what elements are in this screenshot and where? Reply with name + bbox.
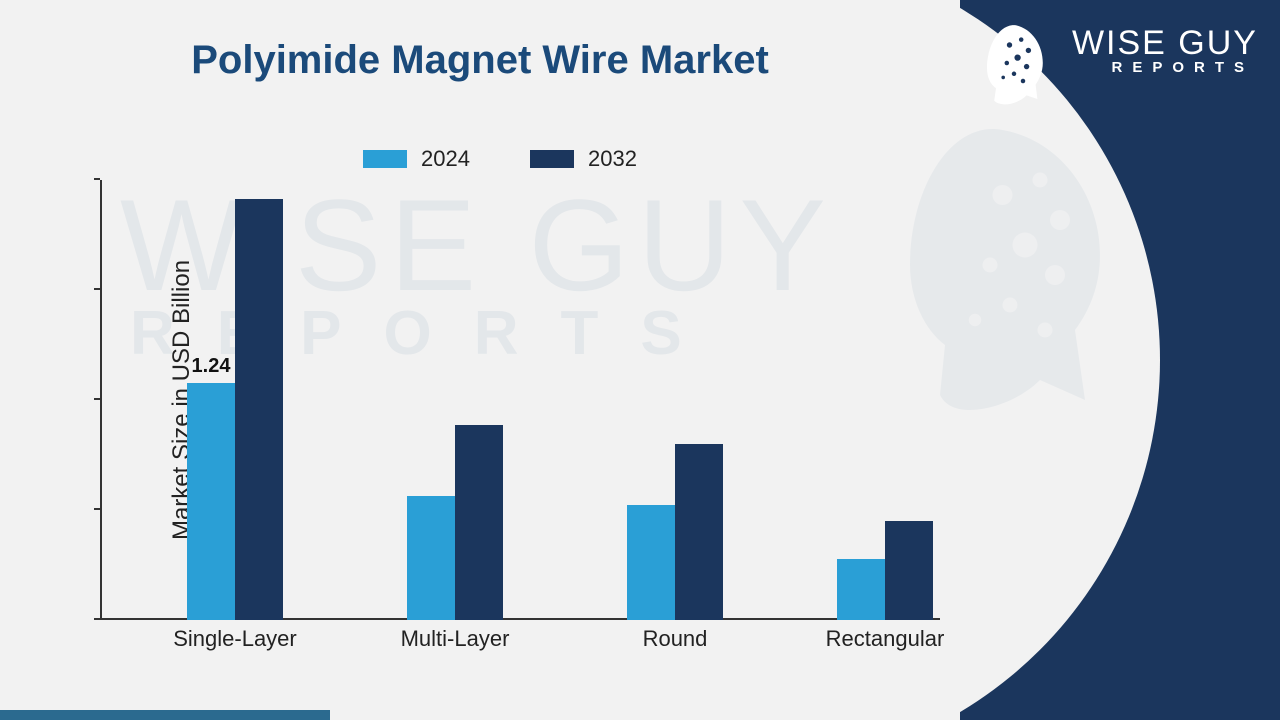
brand-name: WISE GUY xyxy=(1072,24,1258,63)
legend-label-2024: 2024 xyxy=(421,146,470,172)
legend: 2024 2032 xyxy=(0,146,1000,172)
legend-label-2032: 2032 xyxy=(588,146,637,172)
legend-swatch-2024 xyxy=(363,150,407,168)
bar-value-label: 1.24 xyxy=(192,355,231,378)
bar-2032 xyxy=(675,444,723,620)
plot-area: 1.24Single-LayerMulti-LayerRoundRectangu… xyxy=(100,180,940,620)
legend-item-2024: 2024 xyxy=(363,146,470,172)
legend-item-2032: 2032 xyxy=(530,146,637,172)
bar-2032 xyxy=(885,521,933,620)
bar-2032 xyxy=(455,425,503,620)
category-label: Single-Layer xyxy=(155,626,315,652)
bar-group: Multi-Layer xyxy=(380,425,530,620)
accent-strip xyxy=(0,710,330,720)
chart-title: Polyimide Magnet Wire Market xyxy=(0,38,960,83)
bar-2024 xyxy=(407,496,455,620)
legend-swatch-2032 xyxy=(530,150,574,168)
bar-group: Rectangular xyxy=(810,521,960,620)
bar-2032 xyxy=(235,199,283,620)
bar-group: Round xyxy=(600,444,750,620)
bar-2024: 1.24 xyxy=(187,383,235,620)
brand-head-icon xyxy=(960,18,1050,108)
chart-area: 1.24Single-LayerMulti-LayerRoundRectangu… xyxy=(100,180,940,620)
bar-2024 xyxy=(627,505,675,620)
brand-logo: WISE GUY REPORTS xyxy=(1072,24,1258,76)
category-label: Round xyxy=(595,626,755,652)
category-label: Multi-Layer xyxy=(375,626,535,652)
bar-2024 xyxy=(837,559,885,620)
bar-group: 1.24Single-Layer xyxy=(160,199,310,620)
category-label: Rectangular xyxy=(805,626,965,652)
